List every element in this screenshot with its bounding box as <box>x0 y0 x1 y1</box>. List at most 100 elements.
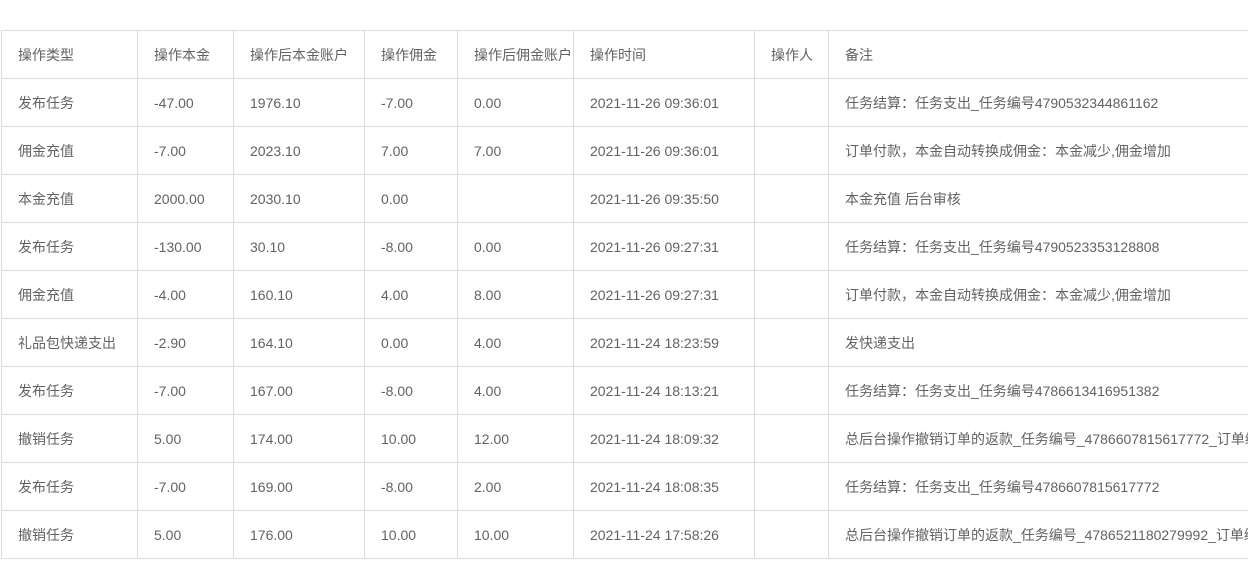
header-row: 操作类型 操作本金 操作后本金账户 操作佣金 操作后佣金账户 操作时间 操作人 … <box>1 30 1248 79</box>
cell-op-principal: -7.00 <box>137 366 234 415</box>
cell-remark: 任务结算：任务支出_任务编号4786613416951382 <box>828 366 1248 415</box>
table-row: 撤销任务 5.00 176.00 10.00 10.00 2021-11-24 17:58… <box>1 510 1248 559</box>
cell-remark: 总后台操作撤销订单的返款_任务编号_4786607815617772_订单编号 <box>828 414 1248 463</box>
cell-op-time: 2021-11-26 09:35:50 <box>573 174 755 223</box>
cell-commission-after: 4.00 <box>457 318 574 367</box>
table-row: 发布任务 -47.00 1976.10 -7.00 0.00 2021-11-26 09:… <box>1 78 1248 127</box>
cell-op-type: 佣金充值 <box>1 126 138 175</box>
cell-op-time: 2021-11-26 09:36:01 <box>573 78 755 127</box>
cell-principal-after: 176.00 <box>233 510 365 559</box>
cell-op-time: 2021-11-24 18:08:35 <box>573 462 755 511</box>
cell-principal-after: 167.00 <box>233 366 365 415</box>
cell-op-type: 礼品包快递支出 <box>1 318 138 367</box>
cell-remark: 总后台操作撤销订单的返款_任务编号_4786521180279992_订单编号 <box>828 510 1248 559</box>
cell-op-type: 撤销任务 <box>1 414 138 463</box>
cell-commission-after: 0.00 <box>457 222 574 271</box>
cell-operator <box>754 126 829 175</box>
cell-op-commission: 10.00 <box>364 510 458 559</box>
cell-op-time: 2021-11-26 09:36:01 <box>573 126 755 175</box>
table-row: 礼品包快递支出 -2.90 164.10 0.00 4.00 2021-11-24 18:… <box>1 318 1248 367</box>
cell-remark: 订单付款，本金自动转换成佣金：本金减少,佣金增加 <box>828 270 1248 319</box>
cell-principal-after: 1976.10 <box>233 78 365 127</box>
cell-commission-after: 8.00 <box>457 270 574 319</box>
cell-remark: 本金充值 后台审核 <box>828 174 1248 223</box>
cell-commission-after: 0.00 <box>457 78 574 127</box>
table-row: 发布任务 -130.00 30.10 -8.00 0.00 2021-11-26 09:2… <box>1 222 1248 271</box>
cell-op-type: 发布任务 <box>1 462 138 511</box>
cell-principal-after: 2023.10 <box>233 126 365 175</box>
cell-op-commission: 0.00 <box>364 174 458 223</box>
header-op-principal: 操作本金 <box>137 30 234 79</box>
cell-op-time: 2021-11-24 18:09:32 <box>573 414 755 463</box>
cell-op-type: 撤销任务 <box>1 510 138 559</box>
table-row: 佣金充值 -4.00 160.10 4.00 8.00 2021-11-26 09:27:… <box>1 270 1248 319</box>
cell-commission-after: 7.00 <box>457 126 574 175</box>
cell-operator <box>754 174 829 223</box>
cell-principal-after: 164.10 <box>233 318 365 367</box>
cell-operator <box>754 270 829 319</box>
cell-principal-after: 2030.10 <box>233 174 365 223</box>
cell-op-time: 2021-11-26 09:27:31 <box>573 222 755 271</box>
cell-principal-after: 169.00 <box>233 462 365 511</box>
table-row: 发布任务 -7.00 167.00 -8.00 4.00 2021-11-24 18:13… <box>1 366 1248 415</box>
cell-remark: 订单付款，本金自动转换成佣金：本金减少,佣金增加 <box>828 126 1248 175</box>
cell-op-type: 发布任务 <box>1 222 138 271</box>
cell-op-principal: -130.00 <box>137 222 234 271</box>
header-commission-after: 操作后佣金账户 <box>457 30 574 79</box>
header-principal-after: 操作后本金账户 <box>233 30 365 79</box>
cell-op-type: 发布任务 <box>1 78 138 127</box>
table-row: 撤销任务 5.00 174.00 10.00 12.00 2021-11-24 18:09… <box>1 414 1248 463</box>
table-row: 佣金充值 -7.00 2023.10 7.00 7.00 2021-11-26 09:36… <box>1 126 1248 175</box>
cell-op-commission: 0.00 <box>364 318 458 367</box>
table-header: 操作类型 操作本金 操作后本金账户 操作佣金 操作后佣金账户 操作时间 操作人 … <box>1 30 1248 79</box>
cell-op-time: 2021-11-26 09:27:31 <box>573 270 755 319</box>
operation-log-table: 操作类型 操作本金 操作后本金账户 操作佣金 操作后佣金账户 操作时间 操作人 … <box>1 30 1248 559</box>
header-op-commission: 操作佣金 <box>364 30 458 79</box>
cell-operator <box>754 78 829 127</box>
cell-principal-after: 174.00 <box>233 414 365 463</box>
header-remark: 备注 <box>828 30 1248 79</box>
cell-op-type: 佣金充值 <box>1 270 138 319</box>
cell-op-time: 2021-11-24 17:58:26 <box>573 510 755 559</box>
cell-op-commission: 7.00 <box>364 126 458 175</box>
header-op-type: 操作类型 <box>1 30 138 79</box>
header-op-time: 操作时间 <box>573 30 755 79</box>
cell-op-type: 发布任务 <box>1 366 138 415</box>
cell-op-principal: -4.00 <box>137 270 234 319</box>
cell-op-time: 2021-11-24 18:13:21 <box>573 366 755 415</box>
cell-op-commission: -8.00 <box>364 222 458 271</box>
cell-operator <box>754 318 829 367</box>
cell-remark: 任务结算：任务支出_任务编号4790523353128808 <box>828 222 1248 271</box>
table-row: 发布任务 -7.00 169.00 -8.00 2.00 2021-11-24 18:08… <box>1 462 1248 511</box>
cell-op-principal: -47.00 <box>137 78 234 127</box>
cell-remark: 任务结算：任务支出_任务编号4790532344861162 <box>828 78 1248 127</box>
cell-op-principal: -7.00 <box>137 126 234 175</box>
cell-remark: 任务结算：任务支出_任务编号4786607815617772 <box>828 462 1248 511</box>
cell-op-type: 本金充值 <box>1 174 138 223</box>
cell-op-commission: -8.00 <box>364 366 458 415</box>
cell-op-principal: 2000.00 <box>137 174 234 223</box>
cell-commission-after: 12.00 <box>457 414 574 463</box>
cell-remark: 发快递支出 <box>828 318 1248 367</box>
cell-operator <box>754 462 829 511</box>
cell-commission-after: 4.00 <box>457 366 574 415</box>
cell-principal-after: 160.10 <box>233 270 365 319</box>
table-body: 发布任务 -47.00 1976.10 -7.00 0.00 2021-11-26 09:… <box>1 78 1248 559</box>
cell-commission-after: 10.00 <box>457 510 574 559</box>
cell-op-principal: 5.00 <box>137 510 234 559</box>
cell-op-principal: -7.00 <box>137 462 234 511</box>
header-operator: 操作人 <box>754 30 829 79</box>
cell-operator <box>754 222 829 271</box>
cell-operator <box>754 414 829 463</box>
cell-op-commission: 10.00 <box>364 414 458 463</box>
table-row: 本金充值 2000.00 2030.10 0.00 2021-11-26 09:35:5… <box>1 174 1248 223</box>
cell-commission-after <box>457 174 574 223</box>
cell-op-commission: 4.00 <box>364 270 458 319</box>
cell-op-time: 2021-11-24 18:23:59 <box>573 318 755 367</box>
cell-op-commission: -8.00 <box>364 462 458 511</box>
cell-op-principal: 5.00 <box>137 414 234 463</box>
cell-op-commission: -7.00 <box>364 78 458 127</box>
cell-operator <box>754 366 829 415</box>
cell-op-principal: -2.90 <box>137 318 234 367</box>
